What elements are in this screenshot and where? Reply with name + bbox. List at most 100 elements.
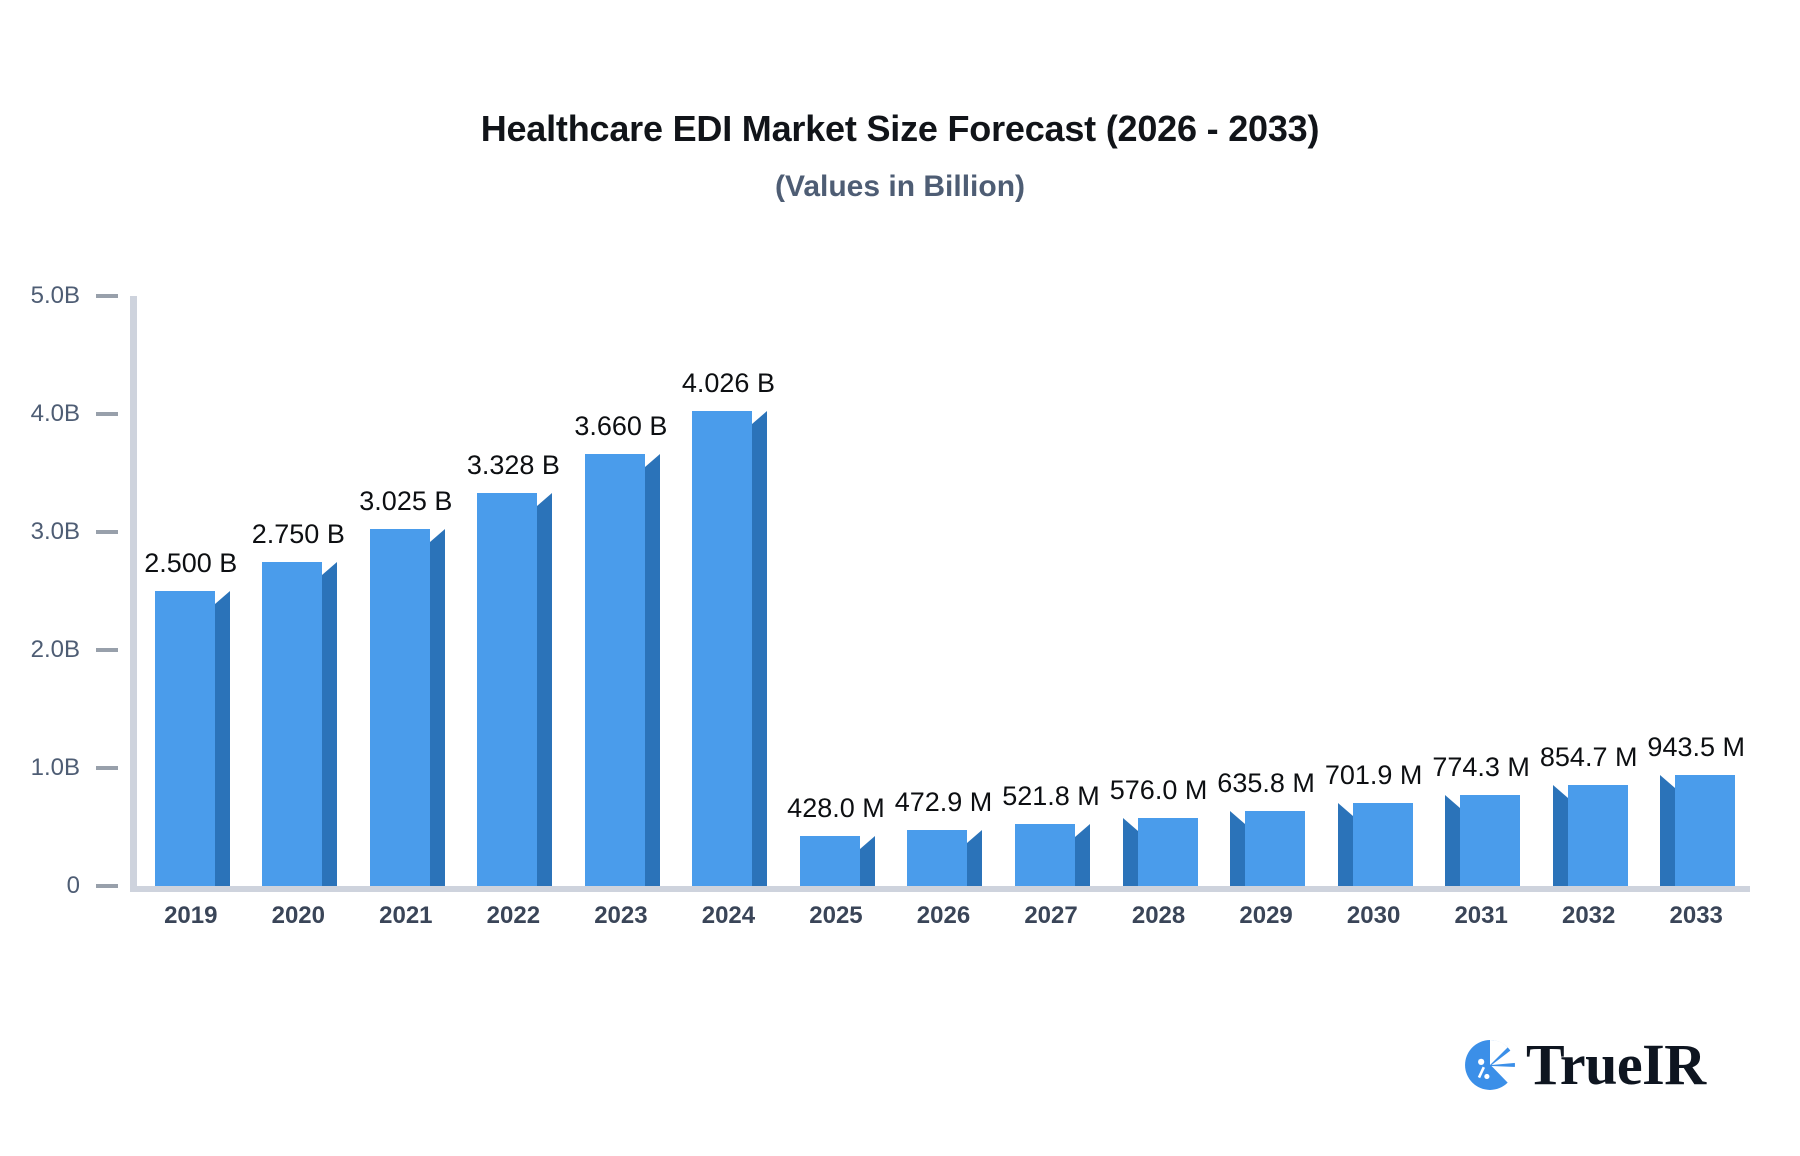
bar-slot: 635.8 M xyxy=(1212,296,1320,886)
bar-value-label: 943.5 M xyxy=(1647,731,1745,762)
x-tick-label: 2019 xyxy=(164,902,218,929)
y-tick-label: 1.0B xyxy=(30,754,80,781)
bar-value-label: 3.660 B xyxy=(574,411,668,442)
x-tick-label: 2025 xyxy=(809,902,863,929)
bar-slot: 3.328 B xyxy=(460,296,568,886)
x-axis-ticks: 2019 2020 2021 2022 2023 2024 2025 2026 2027 2028… xyxy=(137,902,1750,930)
bar-top-chamfer xyxy=(1122,818,1138,832)
bar-front-face xyxy=(1675,774,1736,886)
bar-front-face xyxy=(477,493,538,886)
bar-front-face xyxy=(907,830,968,886)
bar-side-face xyxy=(1230,823,1246,886)
bar-top-chamfer xyxy=(1075,824,1091,838)
bar-side-face xyxy=(752,423,768,886)
bar-top-chamfer xyxy=(322,561,338,575)
bar[interactable]: 3.025 B xyxy=(359,488,452,886)
y-tick-label: 3.0B xyxy=(30,518,80,545)
bar-value-label: 774.3 M xyxy=(1432,751,1530,782)
bar-front-face xyxy=(1137,818,1198,886)
bar[interactable]: 521.8 M xyxy=(1002,783,1100,886)
bar-series: 2.500 B 2.750 B 3.025 B 3.328 B 3.660 B 4.026… xyxy=(137,296,1750,886)
bar[interactable]: 774.3 M xyxy=(1432,753,1530,886)
x-tick-label: 2032 xyxy=(1561,902,1616,929)
bar-top-chamfer xyxy=(214,591,230,604)
bar-slot: 701.9 M xyxy=(1320,296,1428,886)
y-tick-label: 2.0B xyxy=(30,636,80,663)
bar-slot: 576.0 M xyxy=(1105,296,1213,886)
y-tick-mark xyxy=(96,884,118,888)
x-tick-label: 2033 xyxy=(1669,902,1723,929)
bar-side-face xyxy=(214,604,230,886)
bar-slot: 3.025 B xyxy=(352,296,460,886)
bar[interactable]: 635.8 M xyxy=(1217,769,1315,886)
bar-front-face xyxy=(1567,785,1628,886)
bar-slot: 854.7 M xyxy=(1535,296,1643,886)
bar[interactable]: 943.5 M xyxy=(1647,733,1745,886)
chart-header: Healthcare EDI Market Size Forecast (202… xyxy=(0,108,1800,204)
bar-top-chamfer xyxy=(1445,794,1461,808)
bar-side-face xyxy=(1552,798,1568,886)
bar-front-face xyxy=(584,454,645,886)
bar-slot: 472.9 M xyxy=(890,296,998,886)
bar-top-chamfer xyxy=(859,835,875,849)
bar-front-face xyxy=(262,561,323,886)
x-tick-label: 2026 xyxy=(916,902,971,929)
bar[interactable]: 2.500 B xyxy=(144,550,237,886)
bar[interactable]: 4.026 B xyxy=(682,369,775,886)
bar-top-chamfer xyxy=(644,454,660,468)
bar-value-label: 635.8 M xyxy=(1217,767,1315,798)
bar-front-face xyxy=(692,410,753,886)
bar-front-face xyxy=(1015,824,1076,886)
bar-slot: 2.750 B xyxy=(245,296,353,886)
bar-value-label: 3.328 B xyxy=(466,450,560,481)
bar-front-face xyxy=(799,835,860,886)
y-axis-line xyxy=(130,296,137,886)
bar-value-label: 2.750 B xyxy=(251,518,345,549)
bar-side-face xyxy=(859,848,875,886)
y-tick-mark xyxy=(96,294,118,298)
bar[interactable]: 701.9 M xyxy=(1325,762,1422,886)
x-tick-label: 2031 xyxy=(1454,902,1508,929)
x-tick-label: 2021 xyxy=(379,902,433,929)
y-tick-mark xyxy=(96,648,118,652)
bar-top-chamfer xyxy=(1337,803,1353,817)
bar-top-chamfer xyxy=(752,410,768,424)
bar-side-face xyxy=(537,506,553,886)
bar-value-label: 4.026 B xyxy=(681,367,775,398)
chart-title: Healthcare EDI Market Size Forecast (202… xyxy=(480,108,1320,149)
y-tick-mark xyxy=(96,766,118,770)
bar-slot: 428.0 M xyxy=(782,296,890,886)
brand-name: TrueIR xyxy=(1526,1032,1706,1097)
x-tick-label: 2023 xyxy=(594,902,648,929)
bar-side-face xyxy=(1445,807,1461,886)
bar-side-face xyxy=(644,467,660,886)
bar-side-face xyxy=(429,542,445,886)
y-tick-mark xyxy=(96,530,118,534)
x-tick-label: 2022 xyxy=(486,902,541,929)
bar-side-face xyxy=(1660,787,1676,886)
bar-value-label: 472.9 M xyxy=(894,787,993,818)
bar-side-face xyxy=(1337,816,1353,886)
bar-front-face xyxy=(154,591,215,886)
x-tick-label: 2029 xyxy=(1239,902,1293,929)
bar-top-chamfer xyxy=(1552,785,1568,799)
bar[interactable]: 576.0 M xyxy=(1110,777,1207,886)
bar-value-label: 854.7 M xyxy=(1539,742,1638,773)
bar-top-chamfer xyxy=(967,830,983,844)
bar[interactable]: 428.0 M xyxy=(787,794,885,886)
bar-value-label: 521.8 M xyxy=(1002,781,1100,812)
bar-side-face xyxy=(1075,837,1091,886)
bar[interactable]: 854.7 M xyxy=(1540,744,1637,886)
bar-top-chamfer xyxy=(429,529,445,543)
bar[interactable]: 3.660 B xyxy=(574,413,667,886)
x-axis-line xyxy=(130,886,1750,892)
x-tick-label: 2030 xyxy=(1346,902,1401,929)
bar-top-chamfer xyxy=(1660,774,1676,788)
bar[interactable]: 3.328 B xyxy=(467,452,560,886)
plot-area: 5.0B 4.0B 3.0B 2.0B 1.0B 0 2.500 B 2.750 B 3.02… xyxy=(31,284,1750,898)
bar[interactable]: 2.750 B xyxy=(252,520,345,886)
bar[interactable]: 472.9 M xyxy=(895,789,992,886)
y-tick-label: 0 xyxy=(66,872,80,899)
bar-top-chamfer xyxy=(537,493,553,507)
